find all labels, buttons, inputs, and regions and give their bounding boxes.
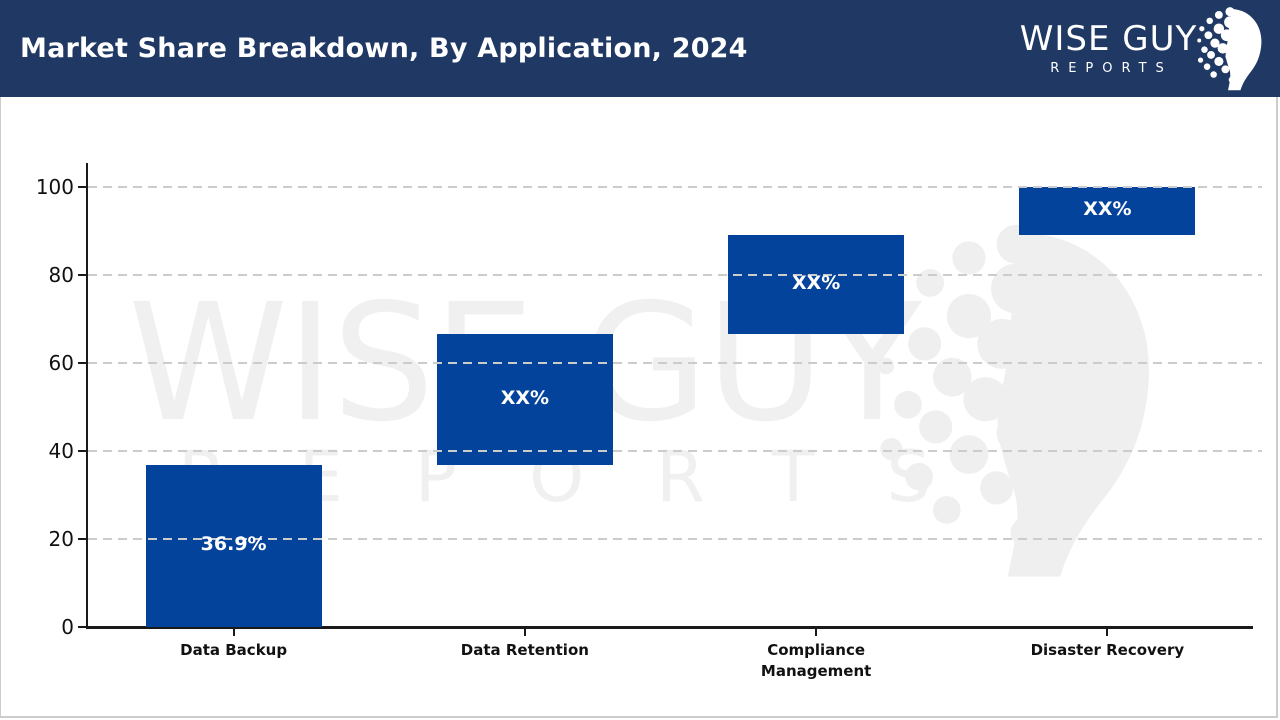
x-axis-tick xyxy=(232,629,235,636)
y-axis-tick xyxy=(78,274,86,276)
y-axis-tick-label: 20 xyxy=(48,527,74,551)
x-axis-spine xyxy=(86,626,1253,629)
bar-value-label: XX% xyxy=(500,386,550,409)
y-gridline xyxy=(88,274,1262,276)
y-axis-tick-label: 60 xyxy=(48,351,74,375)
brand-wordmark-block: WISE GUY REPORTS xyxy=(1016,19,1201,76)
header-band: Market Share Breakdown, By Application, … xyxy=(0,0,1280,97)
x-category-label: Disaster Recovery xyxy=(1030,641,1185,659)
x-category-label: Compliance Management xyxy=(760,641,872,680)
bar-value-label: XX% xyxy=(791,271,841,294)
brand-logo: WISE GUY REPORTS xyxy=(1016,6,1266,92)
y-axis-tick xyxy=(78,626,86,628)
y-gridline xyxy=(88,186,1262,188)
y-axis-tick xyxy=(78,186,86,188)
x-axis-tick xyxy=(815,629,818,636)
brand-wordmark: WISE GUY xyxy=(1019,19,1198,59)
y-axis-spine xyxy=(86,163,88,629)
x-axis-tick xyxy=(523,629,526,636)
y-axis-tick-label: 100 xyxy=(35,175,74,199)
bar-value-label: XX% xyxy=(1083,198,1132,221)
y-axis-tick-label: 40 xyxy=(48,439,74,463)
x-axis-tick xyxy=(1106,629,1109,636)
y-axis-tick xyxy=(78,362,86,364)
x-category-label: Data Retention xyxy=(460,641,589,659)
waterfall-bar xyxy=(145,464,322,627)
y-axis-tick-label: 0 xyxy=(61,615,74,639)
wiseguy-head-icon xyxy=(1197,7,1262,91)
waterfall-bar xyxy=(728,235,905,335)
y-gridline xyxy=(88,450,1262,452)
brand-subtext: REPORTS xyxy=(1050,60,1173,76)
y-axis-tick-label: 80 xyxy=(48,263,74,287)
bar-value-label: 36.9% xyxy=(200,532,267,555)
x-category-label: Data Backup xyxy=(180,641,288,659)
waterfall-bar xyxy=(436,334,613,465)
y-axis-tick xyxy=(78,450,86,452)
y-gridline xyxy=(88,362,1262,364)
y-axis-tick xyxy=(78,538,86,540)
waterfall-bar xyxy=(1019,187,1196,236)
y-gridline xyxy=(88,538,1262,540)
chart-title: Market Share Breakdown, By Application, … xyxy=(20,33,748,64)
